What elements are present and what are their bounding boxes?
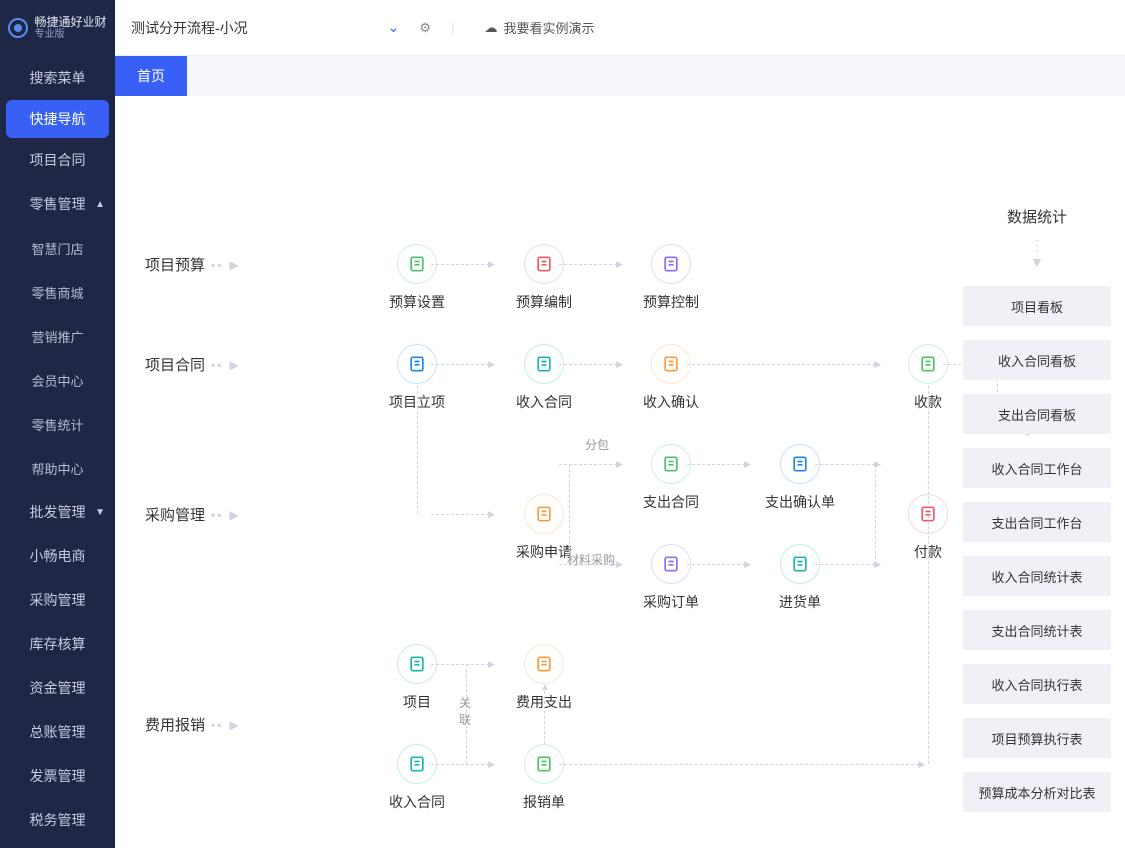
stats-button[interactable]: 收入合同工作台 bbox=[963, 448, 1111, 488]
flow-arrow bbox=[559, 764, 919, 765]
stats-title: 数据统计 bbox=[1007, 206, 1067, 227]
stats-button[interactable]: 项目看板 bbox=[963, 286, 1111, 326]
flow-node-budget_compile[interactable]: 预算编制 bbox=[504, 244, 584, 312]
stats-button[interactable]: 收入合同看板 bbox=[963, 340, 1111, 380]
sidebar-item[interactable]: 库存核算 bbox=[0, 622, 115, 666]
stats-button[interactable]: 支出合同统计表 bbox=[963, 610, 1111, 650]
flow-node-expense_contract[interactable]: 支出合同 bbox=[631, 444, 711, 512]
stats-panel: 数据统计 ⋮▼ 项目看板收入合同看板支出合同看板收入合同工作台支出合同工作台收入合同… bbox=[959, 206, 1115, 826]
flow-node-project[interactable]: 项目 bbox=[377, 644, 457, 712]
tab-bar: 首页 bbox=[115, 56, 1125, 96]
flow-arrow bbox=[559, 364, 617, 365]
flow-vline bbox=[544, 686, 545, 744]
sidebar-quicknav[interactable]: 快捷导航 bbox=[6, 100, 109, 138]
sidebar: 畅捷通好业财 专业版 搜索菜单 快捷导航 项目合同零售管理▲智慧门店零售商城营销… bbox=[0, 0, 115, 848]
brand-name: 畅捷通好业财 bbox=[34, 16, 106, 29]
flow-arrow bbox=[431, 264, 489, 265]
stats-arrow-icon: ⋮▼ bbox=[1030, 237, 1044, 270]
sidebar-item[interactable]: 批发管理▼ bbox=[0, 490, 115, 534]
flow-arrow bbox=[431, 664, 489, 665]
flow-vline bbox=[417, 386, 418, 514]
sidebar-item[interactable]: 零售管理▲ bbox=[0, 182, 115, 226]
sublabel-material: 材料采购 bbox=[567, 551, 615, 568]
main: 测试分开流程-小况 ⌄ ⚙ | ☁ 我要看实例演示 首页 项目预算▪▪▶ 预算设置… bbox=[115, 0, 1125, 848]
flow-node-income_contract2[interactable]: 收入合同 bbox=[377, 744, 457, 812]
flow-node-budget_control[interactable]: 预算控制 bbox=[631, 244, 711, 312]
stats-button[interactable]: 支出合同看板 bbox=[963, 394, 1111, 434]
sidebar-item[interactable]: 总账管理 bbox=[0, 710, 115, 754]
sidebar-item[interactable]: 资金管理 bbox=[0, 666, 115, 710]
sidebar-subitem[interactable]: 帮助中心 bbox=[0, 446, 115, 490]
stats-button[interactable]: 项目预算执行表 bbox=[963, 718, 1111, 758]
flow-arrow-up: ▲ bbox=[540, 682, 550, 693]
tab-home[interactable]: 首页 bbox=[115, 56, 187, 96]
workflow-selector[interactable]: 测试分开流程-小况 ⌄ bbox=[131, 18, 399, 38]
sidebar-subitem[interactable]: 营销推广 bbox=[0, 314, 115, 358]
sidebar-item[interactable]: 项目合同 bbox=[0, 138, 115, 182]
sidebar-subitem[interactable]: 零售商城 bbox=[0, 270, 115, 314]
stats-button[interactable]: 收入合同执行表 bbox=[963, 664, 1111, 704]
flow-node-income_confirm[interactable]: 收入确认 bbox=[631, 344, 711, 412]
stats-button[interactable]: 预算成本分析对比表 bbox=[963, 772, 1111, 812]
stats-button[interactable]: 支出合同工作台 bbox=[963, 502, 1111, 542]
sidebar-subitem[interactable]: 会员中心 bbox=[0, 358, 115, 402]
sublabel-relation: 关 联 bbox=[459, 694, 471, 728]
flow-arrow bbox=[559, 464, 617, 465]
sidebar-subitem[interactable]: 智慧门店 bbox=[0, 226, 115, 270]
flow-row-label: 项目合同▪▪▶ bbox=[145, 354, 239, 375]
logo-icon bbox=[8, 18, 28, 38]
workflow-name: 测试分开流程-小况 bbox=[131, 18, 248, 38]
flow-node-expense_confirm[interactable]: 支出确认单 bbox=[760, 444, 840, 512]
flow-row-label: 采购管理▪▪▶ bbox=[145, 504, 239, 525]
sidebar-item[interactable]: 税务管理 bbox=[0, 798, 115, 842]
flow-arrow bbox=[559, 264, 617, 265]
sidebar-item[interactable]: 小畅电商 bbox=[0, 534, 115, 578]
flow-node-income_contract[interactable]: 收入合同 bbox=[504, 344, 584, 412]
flow-node-purchase_order[interactable]: 采购订单 bbox=[631, 544, 711, 612]
flow-arrow bbox=[687, 564, 745, 565]
sidebar-item[interactable]: 发票管理 bbox=[0, 754, 115, 798]
chevron-down-icon: ⌄ bbox=[388, 19, 400, 36]
flow-node-reimburse[interactable]: 报销单 bbox=[504, 744, 584, 812]
demo-link[interactable]: ☁ 我要看实例演示 bbox=[484, 18, 594, 37]
sidebar-subitem[interactable]: 零售统计 bbox=[0, 402, 115, 446]
flow-node-goods_in[interactable]: 进货单 bbox=[760, 544, 840, 612]
flow-vline bbox=[928, 386, 929, 504]
flow-row-label: 费用报销▪▪▶ bbox=[145, 714, 239, 735]
brand-edition: 专业版 bbox=[34, 29, 106, 40]
flow-vline bbox=[569, 464, 570, 564]
flow-arrow bbox=[431, 514, 489, 515]
stats-button[interactable]: 收入合同统计表 bbox=[963, 556, 1111, 596]
flow-arrow bbox=[431, 764, 489, 765]
flow-arrow bbox=[687, 364, 875, 365]
sidebar-search[interactable]: 搜索菜单 bbox=[0, 56, 115, 100]
sidebar-item[interactable]: 采购管理 bbox=[0, 578, 115, 622]
cloud-icon: ☁ bbox=[484, 20, 497, 36]
flow-vline bbox=[875, 464, 876, 564]
flow-row-label: 项目预算▪▪▶ bbox=[145, 254, 239, 275]
flow-arrow bbox=[815, 464, 875, 465]
topbar: 测试分开流程-小况 ⌄ ⚙ | ☁ 我要看实例演示 bbox=[115, 0, 1125, 56]
logo: 畅捷通好业财 专业版 bbox=[0, 0, 115, 56]
flow-arrow bbox=[815, 564, 875, 565]
gear-icon[interactable]: ⚙ bbox=[419, 20, 431, 36]
flow-node-budget_setup[interactable]: 预算设置 bbox=[377, 244, 457, 312]
flow-arrow bbox=[687, 464, 745, 465]
content: 项目预算▪▪▶预算设置预算编制预算控制项目合同▪▪▶项目立项收入合同收入确认收款… bbox=[115, 96, 1125, 848]
sublabel-subcontract: 分包 bbox=[585, 436, 609, 453]
flow-vline bbox=[928, 516, 929, 764]
flow-arrow bbox=[431, 364, 489, 365]
